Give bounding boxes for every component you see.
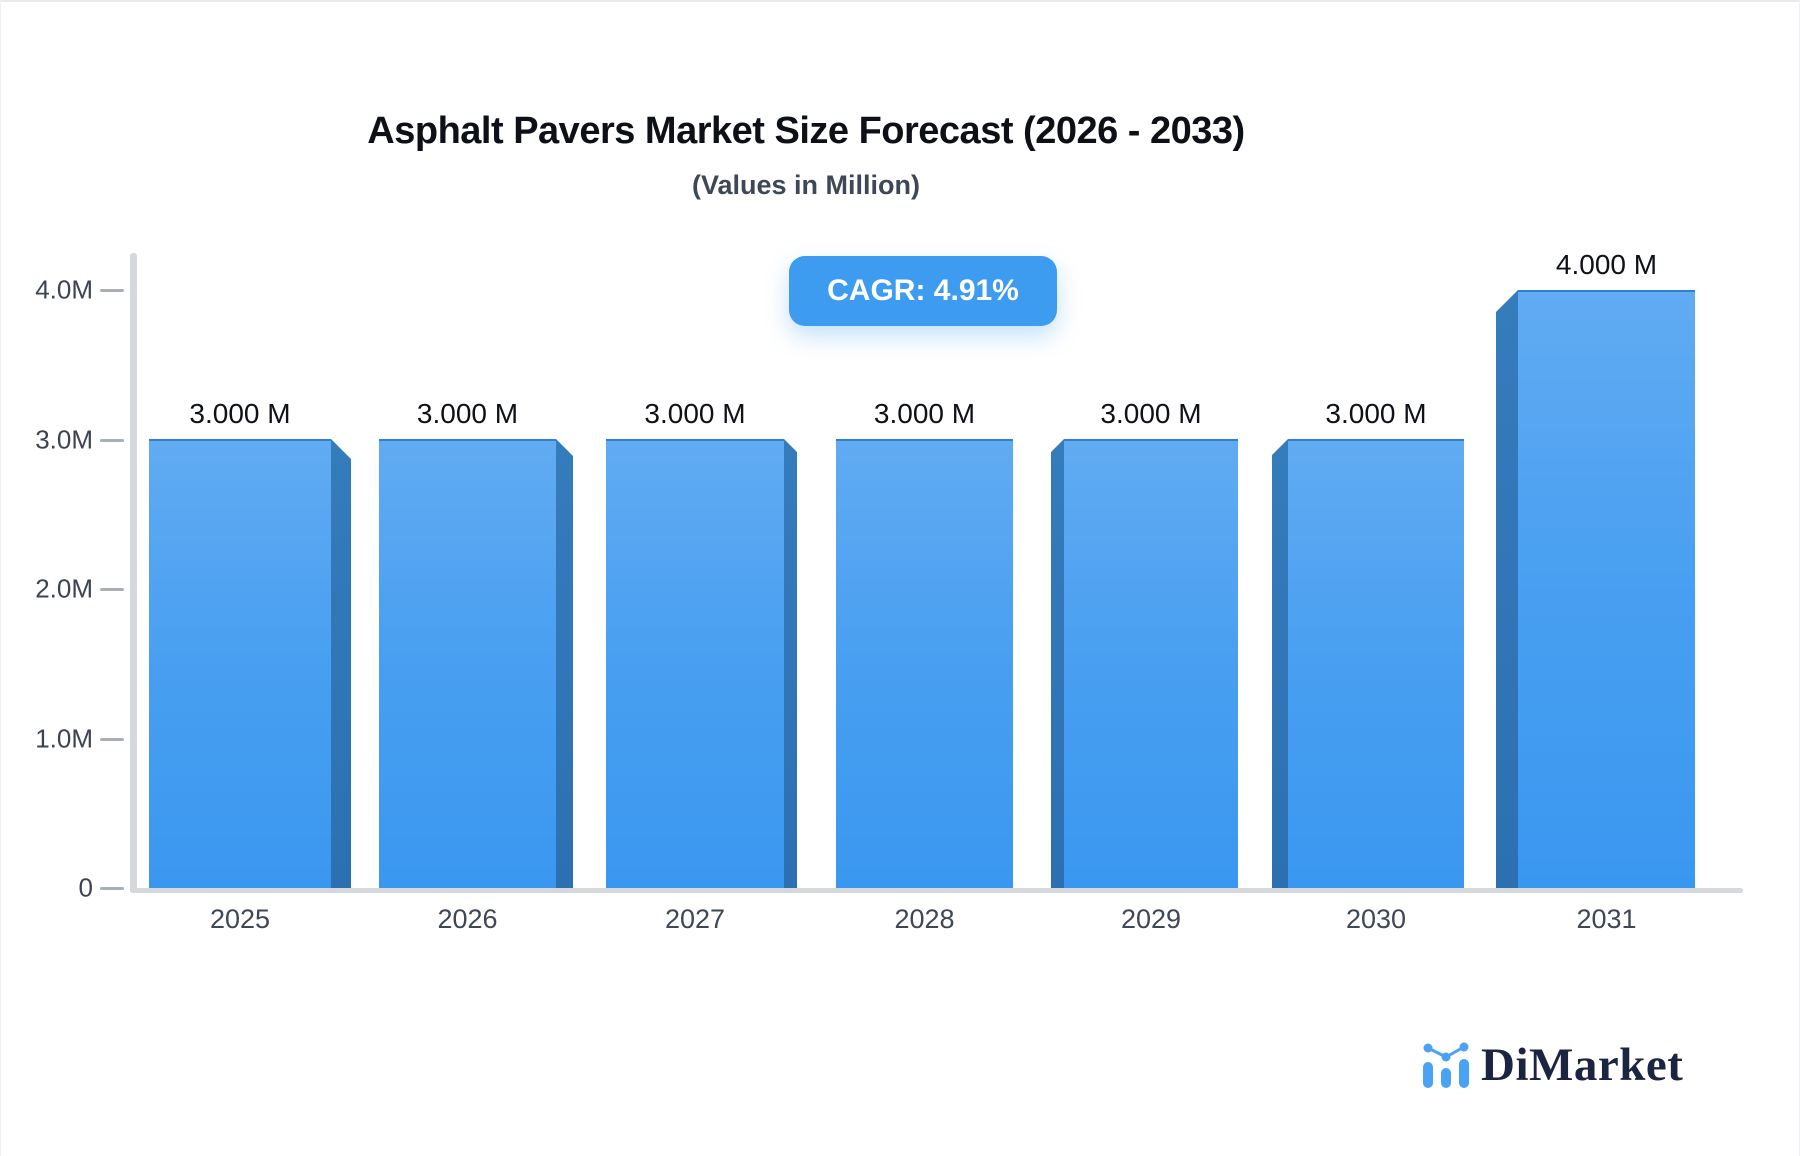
brand-logo-text: DiMarket — [1481, 1038, 1684, 1091]
y-axis-tick-mark — [100, 737, 124, 741]
chart-title: Asphalt Pavers Market Size Forecast (202… — [367, 110, 1245, 152]
y-axis-tick-mark — [100, 289, 124, 292]
x-axis-label: 2031 — [1576, 904, 1637, 934]
y-axis-tick-label: 4.0M — [35, 274, 93, 305]
cagr-badge: CAGR: 4.91% — [789, 256, 1057, 326]
bar — [379, 439, 556, 888]
bar — [1518, 290, 1695, 888]
x-axis-label: 2025 — [209, 904, 271, 934]
x-axis-label: 2027 — [664, 904, 726, 934]
bar-value-label: 3.000 M — [873, 398, 976, 429]
y-axis-tick-mark — [100, 438, 124, 442]
y-axis-tick-label: 0 — [78, 872, 93, 903]
bar-value-label: 3.000 M — [189, 398, 291, 429]
bar-3d-side — [1051, 439, 1064, 888]
bar — [606, 439, 784, 888]
bar — [149, 439, 331, 888]
bar-3d-side — [331, 439, 351, 888]
bar — [836, 439, 1013, 888]
bar-3d-side — [556, 439, 573, 888]
x-axis-label: 2030 — [1345, 904, 1407, 934]
x-axis-label: 2028 — [894, 904, 955, 934]
x-axis-label: 2026 — [437, 904, 498, 934]
bar-value-label: 3.000 M — [1100, 398, 1202, 429]
bar-3d-side — [784, 439, 797, 888]
y-axis-tick-label: 1.0M — [35, 723, 93, 753]
bar-value-label: 3.000 M — [1325, 398, 1427, 429]
bar-value-label: 3.000 M — [416, 398, 519, 429]
y-axis-tick-mark — [100, 588, 124, 591]
bar-value-label: 3.000 M — [644, 398, 746, 429]
chart-subtitle: (Values in Million) — [691, 170, 921, 200]
y-axis-line — [130, 253, 137, 893]
bar-value-label: 4.000 M — [1555, 249, 1658, 280]
y-axis-tick-label: 3.0M — [35, 424, 93, 454]
brand-logo-icon — [1423, 1042, 1469, 1088]
x-axis-label: 2029 — [1120, 904, 1182, 934]
y-axis-tick-label: 2.0M — [35, 573, 93, 604]
x-axis-line — [130, 888, 1743, 893]
bar — [1288, 439, 1464, 888]
brand-logo: DiMarket — [1421, 1040, 1683, 1090]
bar — [1064, 439, 1238, 888]
bar-3d-side — [1496, 290, 1518, 888]
bar-3d-side — [1272, 439, 1288, 888]
y-axis-tick-mark — [100, 887, 124, 890]
